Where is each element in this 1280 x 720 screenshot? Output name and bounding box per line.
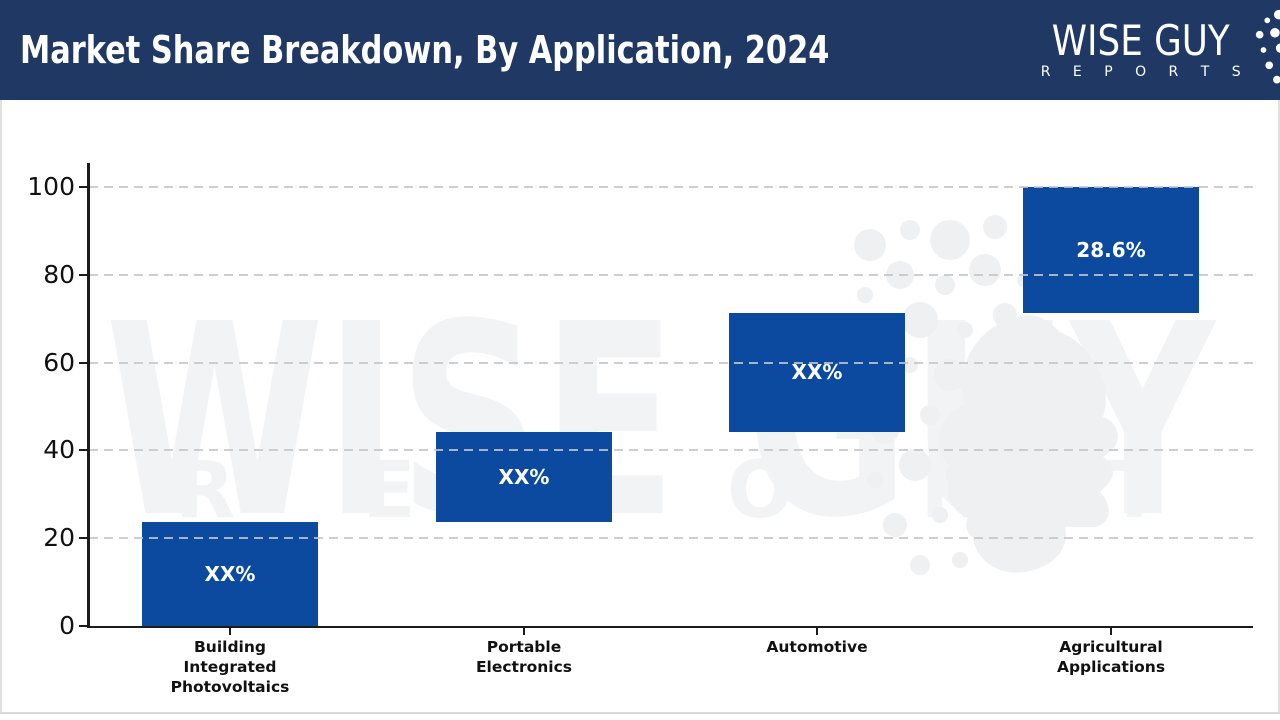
- gridline-20: [89, 537, 1253, 540]
- x-tick-4: [1110, 628, 1112, 635]
- y-tick-label-40: 40: [43, 435, 75, 465]
- gridline-80: [89, 273, 1253, 276]
- y-tick-label-100: 100: [27, 172, 75, 201]
- gridline-60: [89, 361, 1253, 364]
- x-tick-3: [816, 628, 818, 635]
- y-tick-80: [79, 273, 87, 276]
- logo-text: WISE GUY R E P O R T S: [1032, 16, 1250, 81]
- y-tick-40: [79, 449, 87, 452]
- x-tick-label-1: Building Integrated Photovoltaics: [170, 638, 290, 696]
- x-tick-2: [523, 628, 525, 635]
- bar-2: XX%: [436, 431, 612, 523]
- x-tick-label-4: Agricultural Applications: [1056, 638, 1166, 676]
- y-tick-100: [79, 186, 87, 188]
- bar-value-label: XX%: [791, 360, 843, 385]
- y-tick-label-60: 60: [43, 347, 75, 377]
- bar-3: XX%: [729, 312, 905, 432]
- bar-value-label: 28.6%: [1076, 237, 1146, 262]
- x-tick-label-3: Automotive: [766, 638, 868, 656]
- header: Market Share Breakdown, By Application, …: [0, 0, 1280, 100]
- bar-1: XX%: [142, 522, 318, 626]
- gridline-40: [89, 449, 1253, 452]
- left-border: [0, 100, 2, 713]
- logo-subtext: R E P O R T S: [1040, 64, 1250, 80]
- x-tick-1: [229, 628, 231, 635]
- bar-4: 28.6%: [1023, 187, 1199, 313]
- y-tick-label-20: 20: [43, 523, 75, 553]
- chart-title: Market Share Breakdown, By Application, …: [20, 28, 830, 72]
- right-border: [1278, 100, 1280, 713]
- x-axis-spine: [87, 625, 1253, 628]
- y-tick-label-80: 80: [43, 259, 75, 289]
- y-tick-0: [79, 625, 87, 627]
- bar-value-label: XX%: [204, 562, 256, 587]
- y-tick-60: [79, 361, 87, 364]
- y-tick-label-0: 0: [59, 611, 75, 640]
- y-axis-spine: [87, 163, 90, 628]
- y-tick-20: [79, 537, 87, 540]
- footer-divider: [0, 712, 1280, 714]
- brand-logo: WISE GUY R E P O R T S: [1032, 6, 1280, 94]
- logo-face-icon: [1255, 9, 1280, 84]
- bar-value-label: XX%: [498, 464, 550, 489]
- x-tick-label-2: Portable Electronics: [475, 638, 573, 676]
- plot-area: XX% XX% XX% 28.6% 0 20 40 60 80 100 Building Integ…: [0, 100, 1280, 713]
- chart-canvas: WISE GUY R E P O R T S XX% XX% XX% 2: [0, 100, 1280, 713]
- logo-wordmark: WISE GUY: [1051, 16, 1230, 65]
- gridline-100: [89, 186, 1253, 188]
